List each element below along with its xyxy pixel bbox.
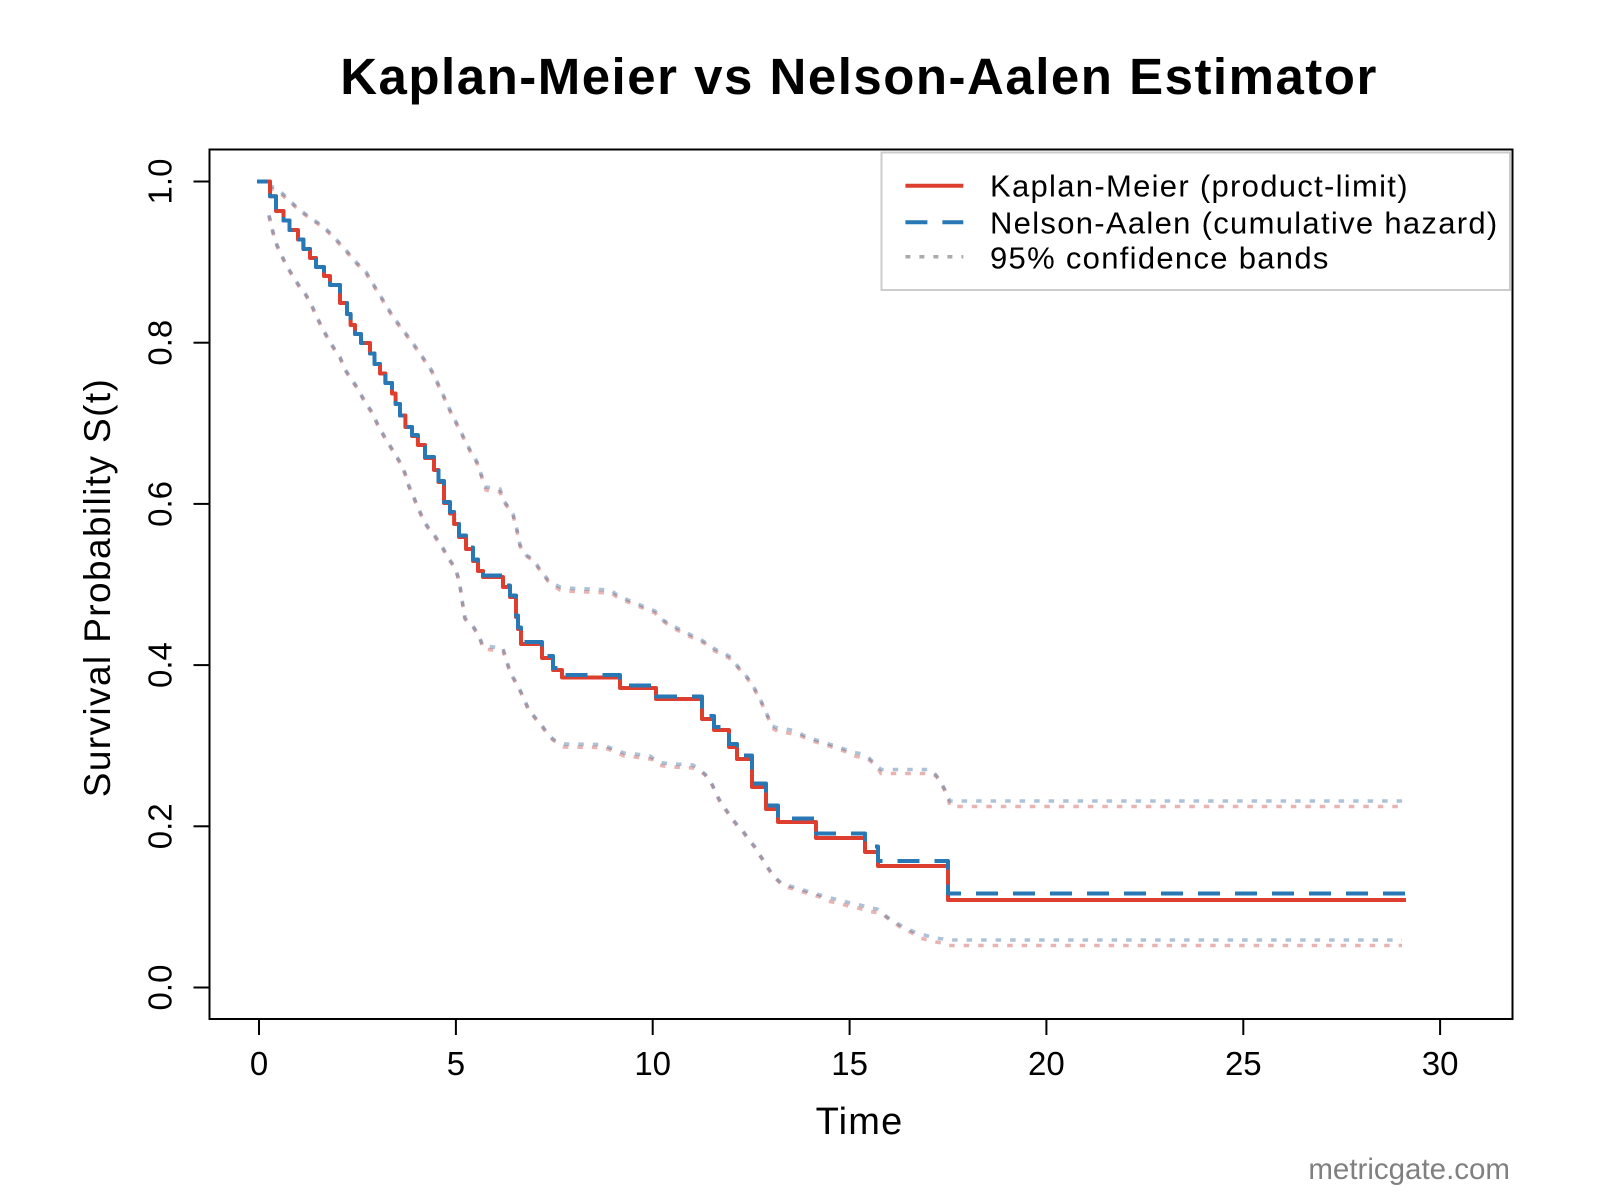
- svg-text:0.6: 0.6: [142, 481, 179, 527]
- svg-text:Time: Time: [816, 1101, 904, 1143]
- svg-text:0.0: 0.0: [142, 965, 179, 1011]
- svg-text:95% confidence bands: 95% confidence bands: [990, 240, 1330, 275]
- svg-text:Nelson-Aalen (cumulative hazar: Nelson-Aalen (cumulative hazard): [990, 205, 1499, 240]
- svg-text:0.4: 0.4: [142, 642, 179, 688]
- svg-text:20: 20: [1028, 1045, 1065, 1082]
- svg-text:1.0: 1.0: [142, 159, 179, 205]
- svg-text:30: 30: [1422, 1045, 1459, 1082]
- svg-text:Survival Probability S(t): Survival Probability S(t): [77, 378, 118, 798]
- svg-text:0: 0: [250, 1045, 268, 1082]
- svg-text:25: 25: [1225, 1045, 1262, 1082]
- svg-text:15: 15: [831, 1045, 868, 1082]
- svg-text:10: 10: [634, 1045, 671, 1082]
- svg-text:0.8: 0.8: [142, 320, 179, 366]
- svg-text:Kaplan-Meier (product-limit): Kaplan-Meier (product-limit): [990, 168, 1409, 203]
- svg-text:0.2: 0.2: [142, 803, 179, 849]
- svg-text:Kaplan-Meier vs Nelson-Aalen E: Kaplan-Meier vs Nelson-Aalen Estimator: [340, 48, 1378, 105]
- svg-text:5: 5: [447, 1045, 465, 1082]
- svg-text:metricgate.com: metricgate.com: [1308, 1153, 1510, 1186]
